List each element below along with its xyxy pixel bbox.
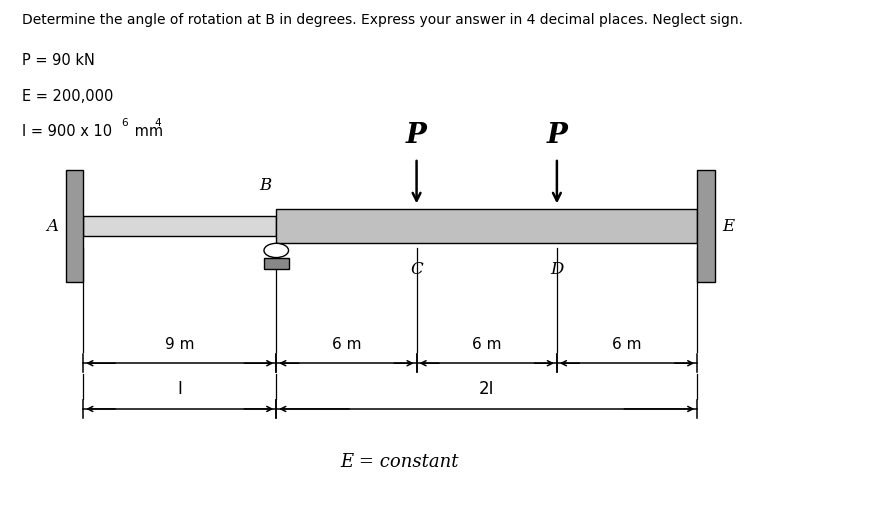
Bar bbox=[83, 216, 276, 236]
Text: P = 90 kN: P = 90 kN bbox=[22, 53, 95, 69]
Text: D: D bbox=[550, 261, 564, 278]
Text: P: P bbox=[406, 121, 427, 149]
Text: I = 900 x 10: I = 900 x 10 bbox=[22, 124, 112, 140]
Circle shape bbox=[264, 243, 289, 258]
Text: 6 m: 6 m bbox=[472, 337, 502, 352]
Text: I: I bbox=[177, 380, 182, 398]
Text: E = 200,000: E = 200,000 bbox=[22, 89, 113, 104]
Text: mm: mm bbox=[130, 124, 163, 140]
Text: E = constant: E = constant bbox=[339, 453, 459, 471]
Bar bbox=[276, 209, 697, 243]
Bar bbox=[697, 170, 715, 282]
Text: 6: 6 bbox=[121, 118, 128, 129]
Text: E: E bbox=[722, 217, 734, 235]
Bar bbox=[264, 258, 289, 269]
Text: P: P bbox=[546, 121, 567, 149]
Text: 9 m: 9 m bbox=[165, 337, 195, 352]
Text: 2I: 2I bbox=[479, 380, 495, 398]
Text: C: C bbox=[410, 261, 423, 278]
Text: B: B bbox=[260, 177, 272, 194]
Text: A: A bbox=[46, 217, 59, 235]
Bar bbox=[66, 170, 83, 282]
Text: 4: 4 bbox=[154, 118, 161, 129]
Text: 6 m: 6 m bbox=[332, 337, 361, 352]
Text: Determine the angle of rotation at B in degrees. Express your answer in 4 decima: Determine the angle of rotation at B in … bbox=[22, 13, 743, 27]
Text: 6 m: 6 m bbox=[612, 337, 642, 352]
